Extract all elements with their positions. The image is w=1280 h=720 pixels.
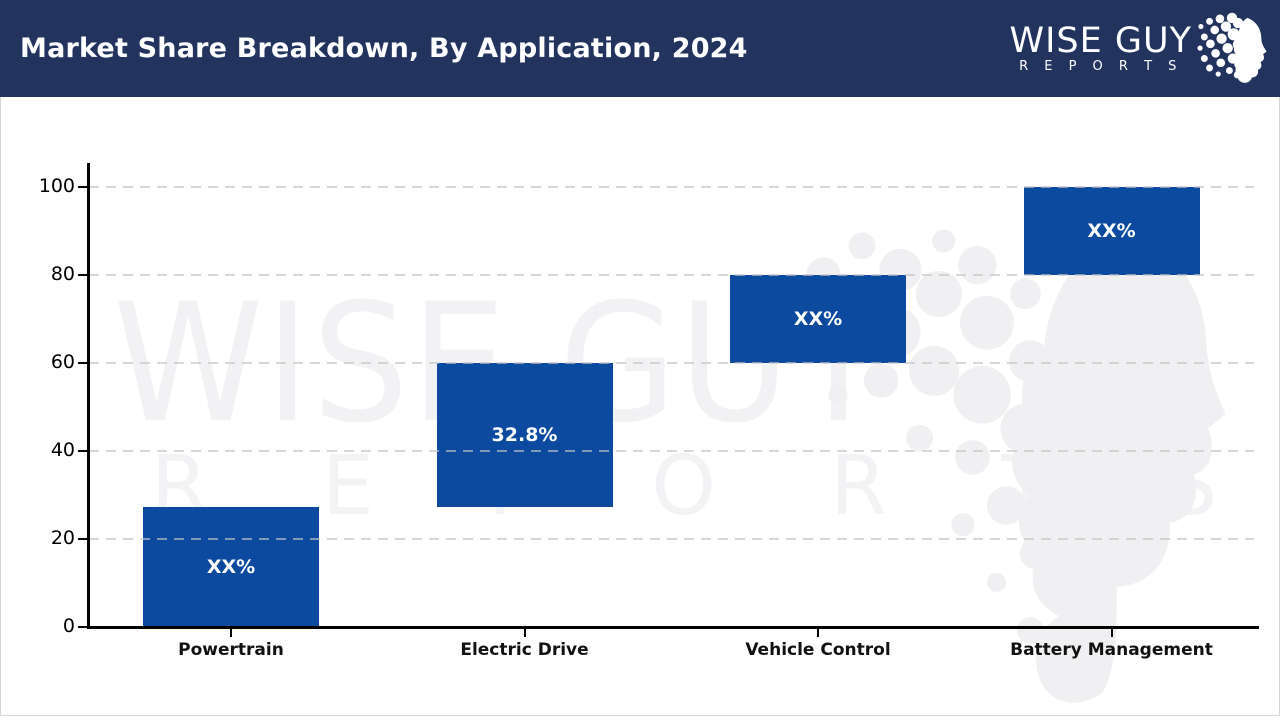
x-tick bbox=[230, 628, 232, 637]
bar-value-label: XX% bbox=[206, 556, 256, 579]
bar-value-label: XX% bbox=[1087, 220, 1136, 242]
y-tick bbox=[78, 450, 88, 452]
x-tick bbox=[1110, 628, 1113, 637]
logo-sub-text: R E P O R T S bbox=[1019, 58, 1183, 74]
y-tick-label: 40 bbox=[50, 439, 75, 461]
y-tick-label: 80 bbox=[50, 263, 75, 285]
y-tick bbox=[78, 274, 88, 276]
bar: XX% bbox=[730, 275, 906, 363]
x-category-label: Vehicle Control bbox=[745, 640, 891, 660]
logo-brand-text: WISE GUY bbox=[1009, 20, 1192, 61]
page-title: Market Share Breakdown, By Application, … bbox=[20, 33, 748, 64]
gridline bbox=[89, 450, 1254, 452]
bottom-margin bbox=[0, 716, 1280, 720]
wiseguy-head-icon bbox=[1197, 12, 1267, 83]
wiseguy-logo: WISE GUY R E P O R T S bbox=[1009, 7, 1270, 91]
x-category-label: Electric Drive bbox=[460, 640, 589, 660]
bar: XX% bbox=[143, 507, 319, 627]
bar-value-label: XX% bbox=[793, 308, 843, 330]
x-category-label: Battery Management bbox=[1010, 640, 1213, 660]
logo-text: WISE GUY R E P O R T S bbox=[1009, 23, 1192, 75]
gridline bbox=[89, 362, 1254, 364]
y-tick bbox=[78, 362, 88, 364]
watermark-head-graphic bbox=[797, 229, 1226, 703]
y-tick bbox=[78, 538, 88, 540]
y-tick bbox=[78, 186, 88, 188]
y-tick-label: 60 bbox=[50, 351, 75, 373]
x-tick bbox=[817, 628, 819, 637]
bar: 32.8% bbox=[436, 363, 613, 508]
y-tick-label: 0 bbox=[62, 615, 75, 637]
x-axis-line bbox=[87, 626, 1259, 629]
bar: XX% bbox=[1023, 187, 1200, 275]
gridline bbox=[89, 538, 1254, 540]
y-tick-label: 100 bbox=[38, 175, 75, 197]
x-tick bbox=[523, 628, 526, 637]
x-category-label: Powertrain bbox=[178, 640, 284, 660]
gridline bbox=[89, 274, 1254, 276]
y-tick bbox=[78, 626, 88, 628]
y-tick-label: 20 bbox=[50, 527, 75, 549]
y-axis-line bbox=[87, 163, 90, 629]
gridline bbox=[89, 186, 1254, 188]
bar-value-label: 32.8% bbox=[491, 424, 558, 447]
chart-canvas: WISE GUY R E P O R T S 020406080100Power… bbox=[0, 97, 1280, 716]
header-bar: Market Share Breakdown, By Application, … bbox=[0, 0, 1280, 97]
